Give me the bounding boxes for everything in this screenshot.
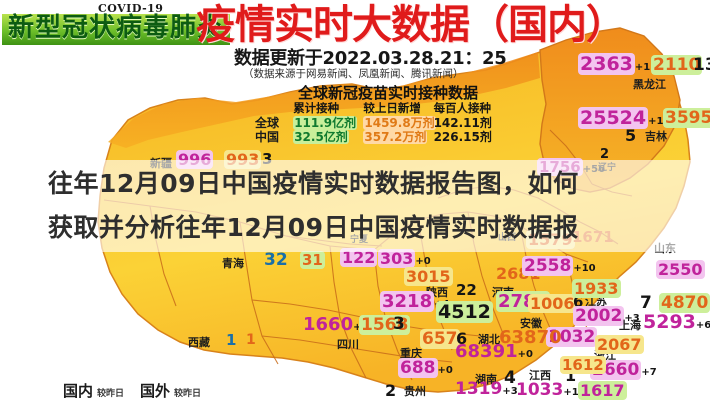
province-data-hunan-confirmed: 1319+3	[455, 379, 518, 399]
province-data-shanghai-deaths: 7	[640, 293, 652, 313]
overlay-title-line-2: 获取并分析往年12月09日中国疫情实时数据报	[48, 213, 579, 242]
overlay-title-line-1: 往年12月09日中国疫情实时数据报告图，如何	[48, 169, 579, 198]
province-data-hunan-deaths: 4	[504, 368, 516, 388]
table-row: 全球 111.9亿剂 1459.8万剂 142.11剂	[255, 115, 496, 131]
province-data-shanghai-cured: 4870	[659, 293, 710, 313]
province-data-fujian-confirmed: 1617	[578, 381, 627, 400]
province-data-chongqing-confirmed: 688 +0	[398, 358, 453, 378]
legend-overseas-sub: 较昨日	[174, 389, 202, 399]
legend-domestic-sub: 较昨日	[97, 389, 125, 399]
legend-overseas: 国外	[140, 382, 171, 400]
province-data-tibet-confirmed: 1	[226, 331, 237, 349]
vax-china-cumulative: 32.5亿剂	[293, 130, 349, 144]
province-data-liaoning-deaths: 2	[600, 147, 610, 162]
province-data-shanghai-confirmed: 5293+60	[643, 311, 710, 333]
province-data-chongqing-cured: 657	[420, 329, 460, 349]
vax-china-per-hundred: 226.15剂	[433, 130, 492, 144]
province-data-qinghai-confirmed: 32	[264, 250, 288, 270]
province-label-hunan: 湖南	[475, 373, 497, 386]
vax-col-daily-new: 较上日新增	[363, 101, 421, 115]
vax-global-daily: 1459.8万剂	[363, 115, 436, 130]
province-label-jilin: 吉林	[645, 130, 667, 143]
province-label-shaanxi: 陕西	[426, 286, 448, 299]
northern-band	[108, 52, 540, 148]
province-label-tibet: 西藏	[188, 336, 210, 349]
covid-19-tag: COVID-19	[98, 2, 164, 15]
vax-region-china: 中国	[255, 130, 280, 144]
province-label-sichuan: 四川	[337, 338, 359, 351]
province-data-jilin-deaths: 5	[625, 126, 637, 145]
province-data-guizhou-deaths: 2	[385, 381, 397, 400]
province-data-gansu-confirmed: 303 +0	[378, 249, 431, 268]
vax-col-cumulative: 累计接种	[293, 101, 340, 115]
vax-china-daily: 357.2万剂	[363, 130, 428, 144]
table-header-row: 累计接种 较上日新增 每百人接种	[255, 101, 496, 116]
main-title: 疫情实时大数据（国内）	[196, 1, 626, 48]
province-label-jiangsu: 江苏	[585, 295, 607, 308]
province-label-heilongjiang: 黑龙江	[633, 78, 666, 91]
header-banner: COVID-19 新型冠状病毒肺炎 疫情实时大数据（国内） 数据更新于2022.…	[0, 0, 710, 150]
province-label-chongqing: 重庆	[400, 347, 422, 360]
province-label-jiangxi: 江西	[529, 369, 551, 382]
vax-global-per-hundred: 142.11剂	[433, 115, 492, 130]
province-data-hubei-deaths: 4512	[436, 301, 493, 323]
province-data-anhui-cured: 1006	[528, 294, 577, 313]
province-data-chongqing-deaths: 6	[456, 329, 468, 348]
vaccine-section-title: 全球新冠疫苗实时接种数据	[298, 84, 479, 102]
province-label-guizhou: 贵州	[404, 385, 426, 398]
province-data-jiangxi-confirmed: 1033+1	[516, 380, 579, 400]
province-data-shandong-confirmed: 2550	[656, 260, 705, 279]
province-data-jiangxi-deaths: 1	[565, 366, 577, 385]
province-data-sichuan-deaths: 3	[393, 314, 405, 334]
province-data-hebei-confirmed: 2558 +10	[522, 256, 596, 276]
vaccine-data-table: 累计接种 较上日新增 每百人接种 全球 111.9亿剂 1459.8万剂 142…	[255, 101, 496, 145]
province-data-xinjiang-deaths: 3	[262, 150, 273, 168]
province-data-jilin-cured: 3595	[663, 108, 710, 128]
table-row: 中国 32.5亿剂 357.2万剂 226.15剂	[255, 130, 496, 145]
disease-name-banner: 新型冠状病毒肺炎	[2, 14, 231, 46]
province-data-jiangsu-confirmed: 2002 +3	[573, 306, 640, 326]
province-data-shaanxi-cured: 3015	[404, 267, 453, 286]
province-data-zhejiang-cured: 2067	[595, 335, 644, 354]
province-label-anhui: 安徽	[520, 317, 542, 330]
province-data-shaanxi-deaths2: 22	[456, 281, 477, 299]
province-data-heilongjiang-deaths: 13	[693, 55, 710, 75]
province-data-ningxia-confirmed: 122	[340, 248, 378, 267]
province-data-qinghai-cured: 31	[300, 251, 325, 269]
province-label-zhejiang: 浙江	[594, 349, 616, 362]
article-title-overlay: 往年12月09日中国疫情实时数据报告图，如何 获取并分析往年12月09日中国疫情…	[0, 160, 710, 252]
update-timestamp: 数据更新于2022.03.28.21：25	[234, 48, 507, 69]
province-data-hubei-confirmed: 68391+0	[455, 341, 533, 362]
vax-region-global: 全球	[255, 115, 280, 130]
vax-global-cumulative: 111.9亿剂	[293, 115, 358, 130]
province-data-heilongjiang-confirmed: 2363 +11	[578, 53, 658, 75]
legend-domestic: 国内	[63, 382, 94, 400]
province-data-hubei-cured: 63870	[499, 327, 562, 348]
province-label-shanghai: 上海	[619, 319, 641, 332]
province-label-qinghai: 青海	[222, 257, 244, 270]
data-source-note: （数据来源于网易新闻、凤凰新闻、腾讯新闻）	[243, 68, 464, 80]
province-data-tibet-cured: 1	[246, 332, 256, 348]
province-data-fujian-cured: 1612	[560, 356, 606, 374]
province-label-hubei: 湖北	[478, 333, 500, 346]
province-data-jiangsu-cured: 1933	[572, 279, 621, 298]
vax-col-per-hundred: 每百人接种	[433, 101, 492, 115]
province-data-sichuan-cured: 1568	[359, 315, 411, 335]
province-data-heilongjiang-cured: 2110	[651, 55, 703, 75]
province-data-anhui-deaths: 6	[573, 293, 584, 311]
